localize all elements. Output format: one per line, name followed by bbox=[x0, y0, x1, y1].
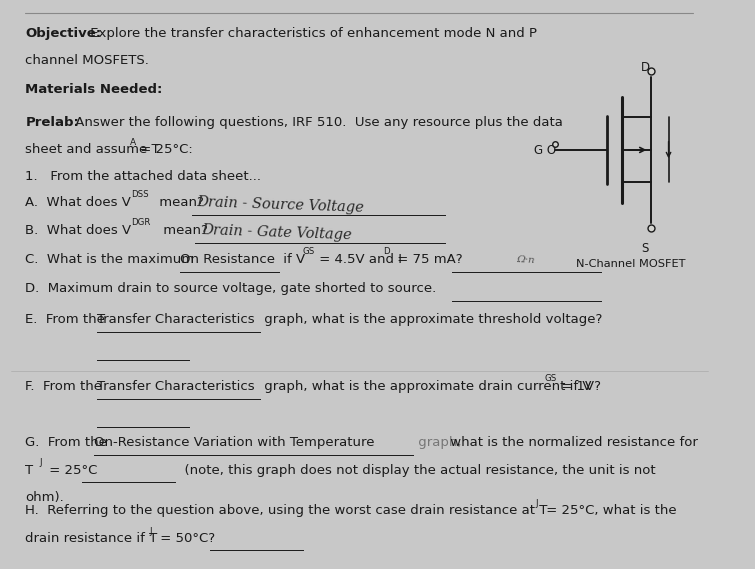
Text: C.  What is the maximum: C. What is the maximum bbox=[26, 253, 199, 266]
Text: D: D bbox=[640, 61, 649, 75]
Text: A.  What does V: A. What does V bbox=[26, 196, 131, 209]
Text: G O: G O bbox=[534, 145, 556, 158]
Text: Objective:: Objective: bbox=[26, 27, 102, 40]
Text: Answer the following questions, IRF 510.  Use any resource plus the data: Answer the following questions, IRF 510.… bbox=[71, 116, 562, 129]
Text: Ω·n: Ω·n bbox=[516, 255, 535, 265]
Text: Transfer Characteristics: Transfer Characteristics bbox=[97, 380, 254, 393]
Text: GS: GS bbox=[544, 374, 556, 383]
Text: = 75 mA?: = 75 mA? bbox=[393, 253, 471, 266]
Text: channel MOSFETS.: channel MOSFETS. bbox=[26, 53, 149, 67]
Text: On Resistance: On Resistance bbox=[180, 253, 276, 266]
Text: A: A bbox=[130, 138, 136, 147]
Text: mean?: mean? bbox=[155, 196, 212, 209]
Text: Prelab:: Prelab: bbox=[26, 116, 79, 129]
Text: mean?: mean? bbox=[159, 224, 217, 237]
Text: = 4.5V and I: = 4.5V and I bbox=[316, 253, 402, 266]
Text: S: S bbox=[642, 242, 649, 255]
Text: J: J bbox=[535, 498, 538, 508]
Text: Drain - Gate Voltage: Drain - Gate Voltage bbox=[202, 223, 353, 242]
Text: N-Channel MOSFET: N-Channel MOSFET bbox=[576, 259, 686, 269]
Text: F.  From the: F. From the bbox=[26, 380, 106, 393]
Text: if V: if V bbox=[279, 253, 305, 266]
Text: 1.   From the attached data sheet...: 1. From the attached data sheet... bbox=[26, 170, 261, 183]
Text: D.  Maximum drain to source voltage, gate shorted to source.: D. Maximum drain to source voltage, gate… bbox=[26, 282, 445, 295]
Text: what is the normalized resistance for: what is the normalized resistance for bbox=[446, 436, 698, 449]
Text: = 25°C, what is the: = 25°C, what is the bbox=[542, 504, 676, 517]
Text: T: T bbox=[26, 464, 34, 477]
Text: B.  What does V: B. What does V bbox=[26, 224, 131, 237]
Text: = 25°C: = 25°C bbox=[45, 464, 97, 477]
Text: graph, what is the approximate threshold voltage?: graph, what is the approximate threshold… bbox=[260, 312, 602, 325]
Text: drain resistance if T: drain resistance if T bbox=[26, 533, 158, 545]
Text: ohm).: ohm). bbox=[26, 491, 64, 504]
Text: graph,: graph, bbox=[414, 436, 461, 449]
Text: graph, what is the approximate drain current if V: graph, what is the approximate drain cur… bbox=[260, 380, 591, 393]
Text: sheet and assume T: sheet and assume T bbox=[26, 143, 160, 156]
Text: = 1V?: = 1V? bbox=[557, 380, 601, 393]
Text: J: J bbox=[40, 458, 42, 467]
Text: E.  From the: E. From the bbox=[26, 312, 109, 325]
Text: (note, this graph does not display the actual resistance, the unit is not: (note, this graph does not display the a… bbox=[176, 464, 656, 477]
Text: DSS: DSS bbox=[131, 190, 148, 199]
Text: Transfer Characteristics: Transfer Characteristics bbox=[97, 312, 254, 325]
Text: J: J bbox=[149, 527, 152, 535]
Text: Materials Needed:: Materials Needed: bbox=[26, 83, 163, 96]
Text: DGR: DGR bbox=[131, 218, 150, 228]
Text: On-Resistance Variation with Temperature: On-Resistance Variation with Temperature bbox=[94, 436, 375, 449]
Text: D: D bbox=[384, 248, 390, 257]
Text: GS: GS bbox=[303, 248, 315, 257]
Text: H.  Referring to the question above, using the worst case drain resistance at T: H. Referring to the question above, usin… bbox=[26, 504, 548, 517]
Text: G.  From the: G. From the bbox=[26, 436, 112, 449]
Text: Explore the transfer characteristics of enhancement mode N and P: Explore the transfer characteristics of … bbox=[86, 27, 537, 40]
Text: = 25°C:: = 25°C: bbox=[136, 143, 193, 156]
Text: = 50°C?: = 50°C? bbox=[156, 533, 223, 545]
Text: Drain - Source Voltage: Drain - Source Voltage bbox=[196, 195, 364, 215]
